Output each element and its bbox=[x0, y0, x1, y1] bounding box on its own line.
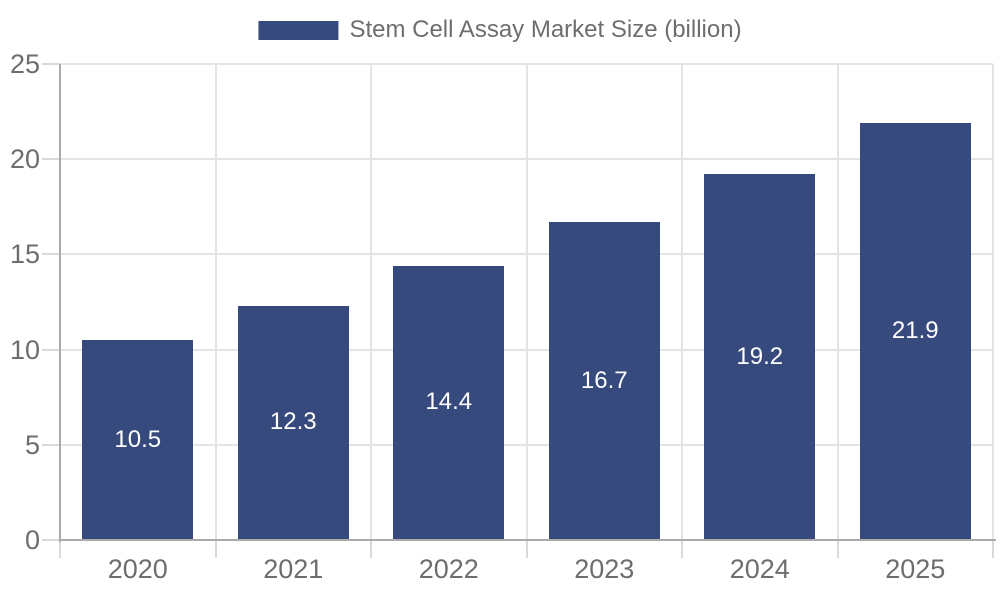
x-axis-line bbox=[59, 539, 996, 541]
chart-legend: Stem Cell Assay Market Size (billion) bbox=[258, 16, 742, 44]
y-tick-label: 15 bbox=[9, 239, 40, 270]
bar: 16.7 bbox=[548, 222, 660, 539]
y-axis-tick bbox=[42, 539, 60, 541]
bar: 14.4 bbox=[393, 265, 505, 539]
bar: 21.9 bbox=[859, 123, 971, 539]
bar-value-label: 19.2 bbox=[736, 342, 784, 370]
v-gridline bbox=[992, 64, 994, 540]
x-axis-tick bbox=[370, 540, 372, 558]
y-axis-tick bbox=[42, 443, 60, 446]
bar-value-label: 12.3 bbox=[269, 408, 317, 436]
v-gridline bbox=[214, 64, 217, 540]
x-axis-tick bbox=[836, 540, 839, 558]
x-tick-label: 2020 bbox=[107, 554, 168, 584]
bar-value-label: 10.5 bbox=[114, 425, 162, 453]
y-tick-label: 0 bbox=[24, 525, 40, 555]
bar-value-label: 16.7 bbox=[580, 366, 628, 394]
y-axis-tick bbox=[42, 253, 60, 256]
legend-swatch bbox=[258, 20, 339, 40]
x-axis-tick bbox=[59, 540, 61, 558]
x-tick-label: 2025 bbox=[885, 554, 946, 584]
v-gridline bbox=[525, 64, 528, 540]
x-axis-tick bbox=[992, 540, 994, 558]
bar: 12.3 bbox=[237, 305, 349, 539]
y-axis-tick bbox=[42, 158, 60, 161]
y-tick-label: 5 bbox=[24, 429, 40, 460]
x-tick-label: 2023 bbox=[574, 554, 635, 584]
y-tick-label: 25 bbox=[9, 49, 40, 79]
y-tick-label: 10 bbox=[9, 334, 40, 365]
y-axis-line bbox=[59, 64, 61, 542]
y-axis-tick bbox=[42, 348, 60, 351]
bar: 19.2 bbox=[704, 174, 816, 539]
x-tick-label: 2022 bbox=[418, 554, 479, 584]
bar: 10.5 bbox=[82, 340, 194, 539]
x-tick-label: 2021 bbox=[263, 554, 324, 584]
bar-value-label: 21.9 bbox=[891, 317, 939, 344]
y-tick-label: 20 bbox=[9, 144, 40, 175]
bar-value-label: 14.4 bbox=[425, 388, 473, 416]
y-axis-tick bbox=[42, 63, 60, 65]
v-gridline bbox=[681, 64, 683, 540]
v-gridline bbox=[836, 64, 839, 540]
v-gridline bbox=[370, 64, 372, 540]
x-axis-tick bbox=[681, 540, 683, 558]
x-axis-tick bbox=[214, 540, 217, 558]
x-axis-tick bbox=[525, 540, 528, 558]
legend-label: Stem Cell Assay Market Size (billion) bbox=[349, 16, 742, 43]
x-tick-label: 2024 bbox=[729, 554, 790, 584]
